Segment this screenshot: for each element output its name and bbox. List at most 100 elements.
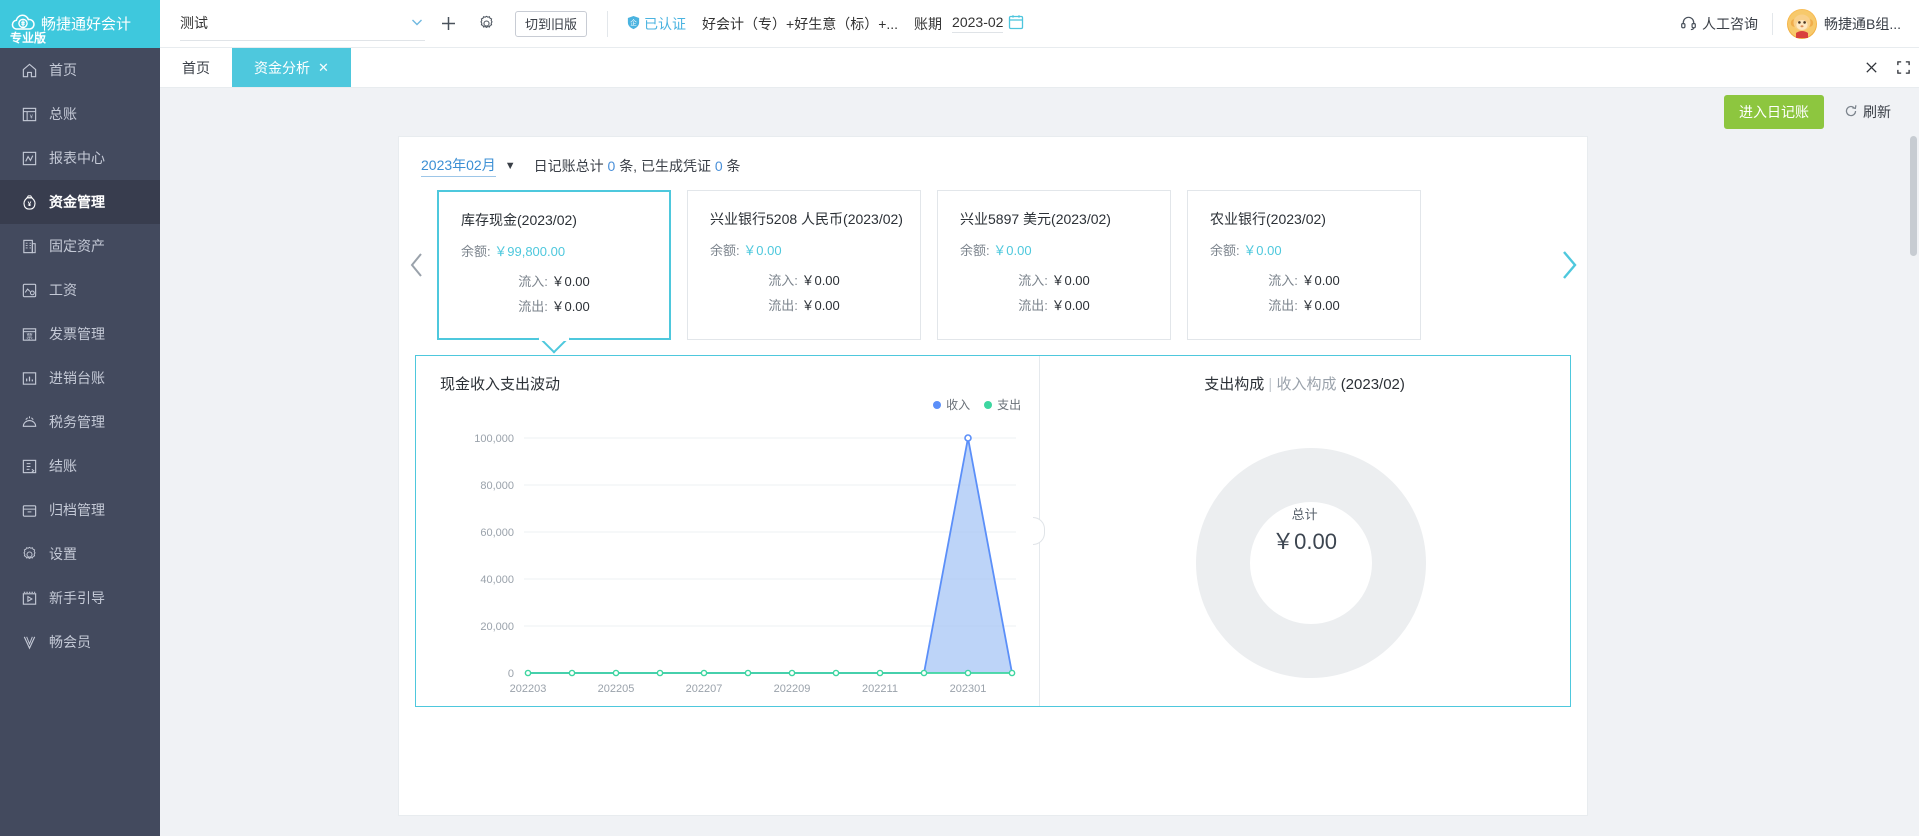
pie-tab-income[interactable]: 收入构成 [1276, 376, 1337, 393]
account-title: 兴业5897 美元(2023/02) [960, 211, 1111, 227]
svg-text:¥: ¥ [29, 114, 33, 120]
sidebar-item-closing[interactable]: 结账 [0, 444, 160, 488]
sidebar-item-vip-member[interactable]: 畅会员 [0, 620, 160, 664]
legend-dot-icon [984, 400, 993, 409]
company-name: 测试 [180, 15, 208, 31]
account-inflow: 流入: ￥0.00 [461, 271, 669, 290]
enter-journal-button[interactable]: 进入日记账 [1724, 95, 1824, 129]
support-label: 人工咨询 [1701, 15, 1758, 32]
svg-text:40,000: 40,000 [480, 574, 514, 586]
product-line-label[interactable]: 好会计（专）+好生意（标）+... [702, 15, 899, 32]
svg-text:202301: 202301 [950, 683, 987, 695]
svg-text:0: 0 [508, 668, 514, 680]
caret-down-icon[interactable]: ▼ [504, 160, 516, 172]
sidebar-item-general-ledger[interactable]: ¥ 总账 [0, 92, 160, 136]
certified-badge[interactable]: 企 已认证 [626, 14, 686, 34]
support-link[interactable]: 人工咨询 [1680, 14, 1758, 34]
svg-text:企: 企 [630, 17, 637, 26]
inflow-value: ￥0.00 [1051, 273, 1090, 288]
svg-text:80,000: 80,000 [480, 480, 514, 492]
vip-v-icon [20, 633, 38, 651]
svg-text:100,000: 100,000 [474, 433, 514, 445]
sidebar-item-home[interactable]: 首页 [0, 48, 160, 92]
sidebar-item-tax-management[interactable]: 税务管理 [0, 400, 160, 444]
account-card[interactable]: 农业银行(2023/02) 余额: ￥0.00 流入: ￥0.00 流出: ￥0… [1187, 190, 1421, 340]
inflow-label: 流入: [1018, 273, 1048, 288]
svg-text:202203: 202203 [510, 683, 547, 695]
svg-text:20,000: 20,000 [480, 621, 514, 633]
account-card[interactable]: 兴业5897 美元(2023/02) 余额: ￥0.00 流入: ￥0.00 流… [937, 190, 1171, 340]
inflow-label: 流入: [518, 274, 548, 289]
legend-item-income[interactable]: 收入 [933, 396, 970, 413]
sidebar-item-label: 资金管理 [49, 194, 105, 210]
account-title: 农业银行(2023/02) [1210, 211, 1326, 227]
pie-tab-expense[interactable]: 支出构成 [1204, 376, 1265, 393]
add-button[interactable] [433, 9, 463, 39]
tax-icon [20, 413, 38, 431]
close-icon[interactable] [1855, 48, 1887, 87]
fullscreen-icon[interactable] [1887, 48, 1919, 87]
chevron-left-icon[interactable] [399, 250, 435, 280]
gear-icon[interactable] [471, 9, 501, 39]
company-select[interactable]: 测试 [180, 7, 425, 41]
pie-chart-area: 支出构成 | 收入构成 (2023/02) 总计 ￥0.00 [1039, 356, 1570, 706]
sidebar-item-purchase-sales-ledger[interactable]: 进销台账 [0, 356, 160, 400]
calendar-icon[interactable] [1008, 14, 1024, 33]
month-picker[interactable]: 2023年02月 [421, 155, 496, 177]
tab-home[interactable]: 首页 [160, 48, 232, 87]
tab-label: 资金分析 [254, 59, 310, 76]
sidebar-item-fixed-assets[interactable]: 固定资产 [0, 224, 160, 268]
pie-title-separator: | [1268, 376, 1273, 393]
payroll-icon [20, 281, 38, 299]
sidebar-item-label: 首页 [49, 62, 77, 78]
chevron-down-icon[interactable] [409, 14, 425, 33]
legend-item-expense[interactable]: 支出 [984, 396, 1021, 413]
donut-center-value: ￥0.00 [1272, 529, 1337, 554]
period-value[interactable]: 2023-02 [952, 14, 1004, 33]
balance-value: ￥0.00 [743, 243, 782, 258]
outflow-value: ￥0.00 [801, 298, 840, 313]
legend-dot-icon [933, 400, 942, 409]
sidebar-item-label: 新手引导 [49, 590, 105, 606]
account-balance: 余额: ￥99,800.00 [461, 241, 669, 260]
brand-logo-area[interactable]: 畅捷通好会计 专业版 [0, 0, 160, 48]
content-scrollbar[interactable] [1910, 136, 1917, 256]
guide-play-icon [20, 589, 38, 607]
tab-fund-analysis[interactable]: 资金分析 ✕ [232, 48, 351, 87]
account-card[interactable]: 兴业银行5208 人民币(2023/02) 余额: ￥0.00 流入: ￥0.0… [687, 190, 921, 340]
cloud-logo-icon [10, 11, 36, 37]
sidebar-item-label: 设置 [49, 546, 77, 562]
account-balance: 余额: ￥0.00 [1210, 240, 1420, 259]
switch-to-old-version-button[interactable]: 切到旧版 [515, 10, 588, 37]
topbar-divider [607, 10, 609, 37]
sidebar-item-report-center[interactable]: 报表中心 [0, 136, 160, 180]
account-outflow: 流出: ￥0.00 [1210, 295, 1420, 314]
account-cards-track: 库存现金(2023/02) 余额: ￥99,800.00 流入: ￥0.00 流… [435, 190, 1551, 341]
svg-text:票: 票 [26, 332, 33, 340]
donut-center-label: 总计 [1291, 507, 1318, 522]
sidebar-item-archive-management[interactable]: 归档管理 [0, 488, 160, 532]
ledger-icon: ¥ [20, 105, 38, 123]
content-area: 进入日记账 刷新 2023年02月 ▼ 日记账总计 0 条, 已生成凭证 0 条 [160, 88, 1919, 836]
outflow-label: 流出: [1268, 298, 1298, 313]
sidebar-item-invoice-management[interactable]: 票 发票管理 [0, 312, 160, 356]
journal-stats-suffix: 条 [726, 158, 741, 174]
chevron-right-icon[interactable] [1551, 248, 1587, 282]
refresh-button[interactable]: 刷新 [1844, 102, 1891, 122]
account-inflow: 流入: ￥0.00 [960, 270, 1170, 289]
user-menu[interactable]: 畅捷通B组... [1786, 8, 1901, 39]
sidebar-item-beginner-guide[interactable]: 新手引导 [0, 576, 160, 620]
legend-label: 支出 [997, 398, 1022, 412]
action-row: 进入日记账 刷新 [160, 88, 1919, 136]
sidebar-item-payroll[interactable]: 工资 [0, 268, 160, 312]
svg-text:202211: 202211 [862, 683, 898, 695]
sidebar-item-fund-management[interactable]: ¥ 资金管理 [0, 180, 160, 224]
inflow-label: 流入: [768, 273, 798, 288]
pie-chart-title: 支出构成 | 收入构成 (2023/02) [1039, 373, 1570, 394]
monkey-avatar-icon [1786, 8, 1817, 39]
money-bag-icon: ¥ [20, 193, 38, 211]
sidebar-item-label: 畅会员 [49, 634, 91, 650]
sidebar-item-settings[interactable]: 设置 [0, 532, 160, 576]
account-card[interactable]: 库存现金(2023/02) 余额: ￥99,800.00 流入: ￥0.00 流… [437, 190, 671, 341]
close-icon[interactable]: ✕ [318, 59, 329, 75]
